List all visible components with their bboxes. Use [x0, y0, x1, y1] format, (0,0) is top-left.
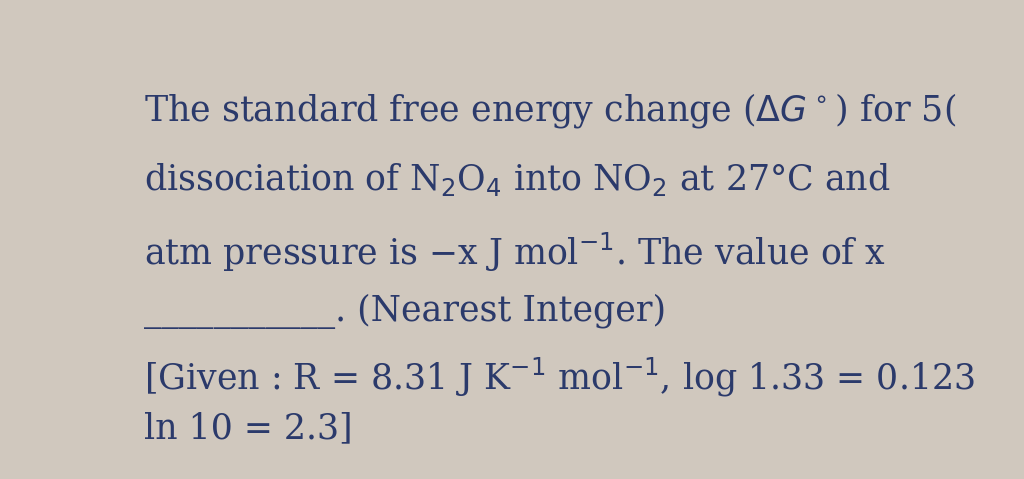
Text: dissociation of N$_2$O$_4$ into NO$_2$ at 27°C and: dissociation of N$_2$O$_4$ into NO$_2$ a…: [143, 161, 891, 198]
Text: ln 10 = 2.3]: ln 10 = 2.3]: [143, 411, 352, 445]
Text: ___________. (Nearest Integer): ___________. (Nearest Integer): [143, 294, 666, 329]
Text: [Given : R = 8.31 J K$^{-1}$ mol$^{-1}$, log 1.33 = 0.123: [Given : R = 8.31 J K$^{-1}$ mol$^{-1}$,…: [143, 356, 975, 399]
Text: atm pressure is $-$x J mol$^{-1}$. The value of x: atm pressure is $-$x J mol$^{-1}$. The v…: [143, 231, 886, 274]
Text: The standard free energy change ($\Delta G^\circ$) for 5(: The standard free energy change ($\Delta…: [143, 91, 956, 130]
